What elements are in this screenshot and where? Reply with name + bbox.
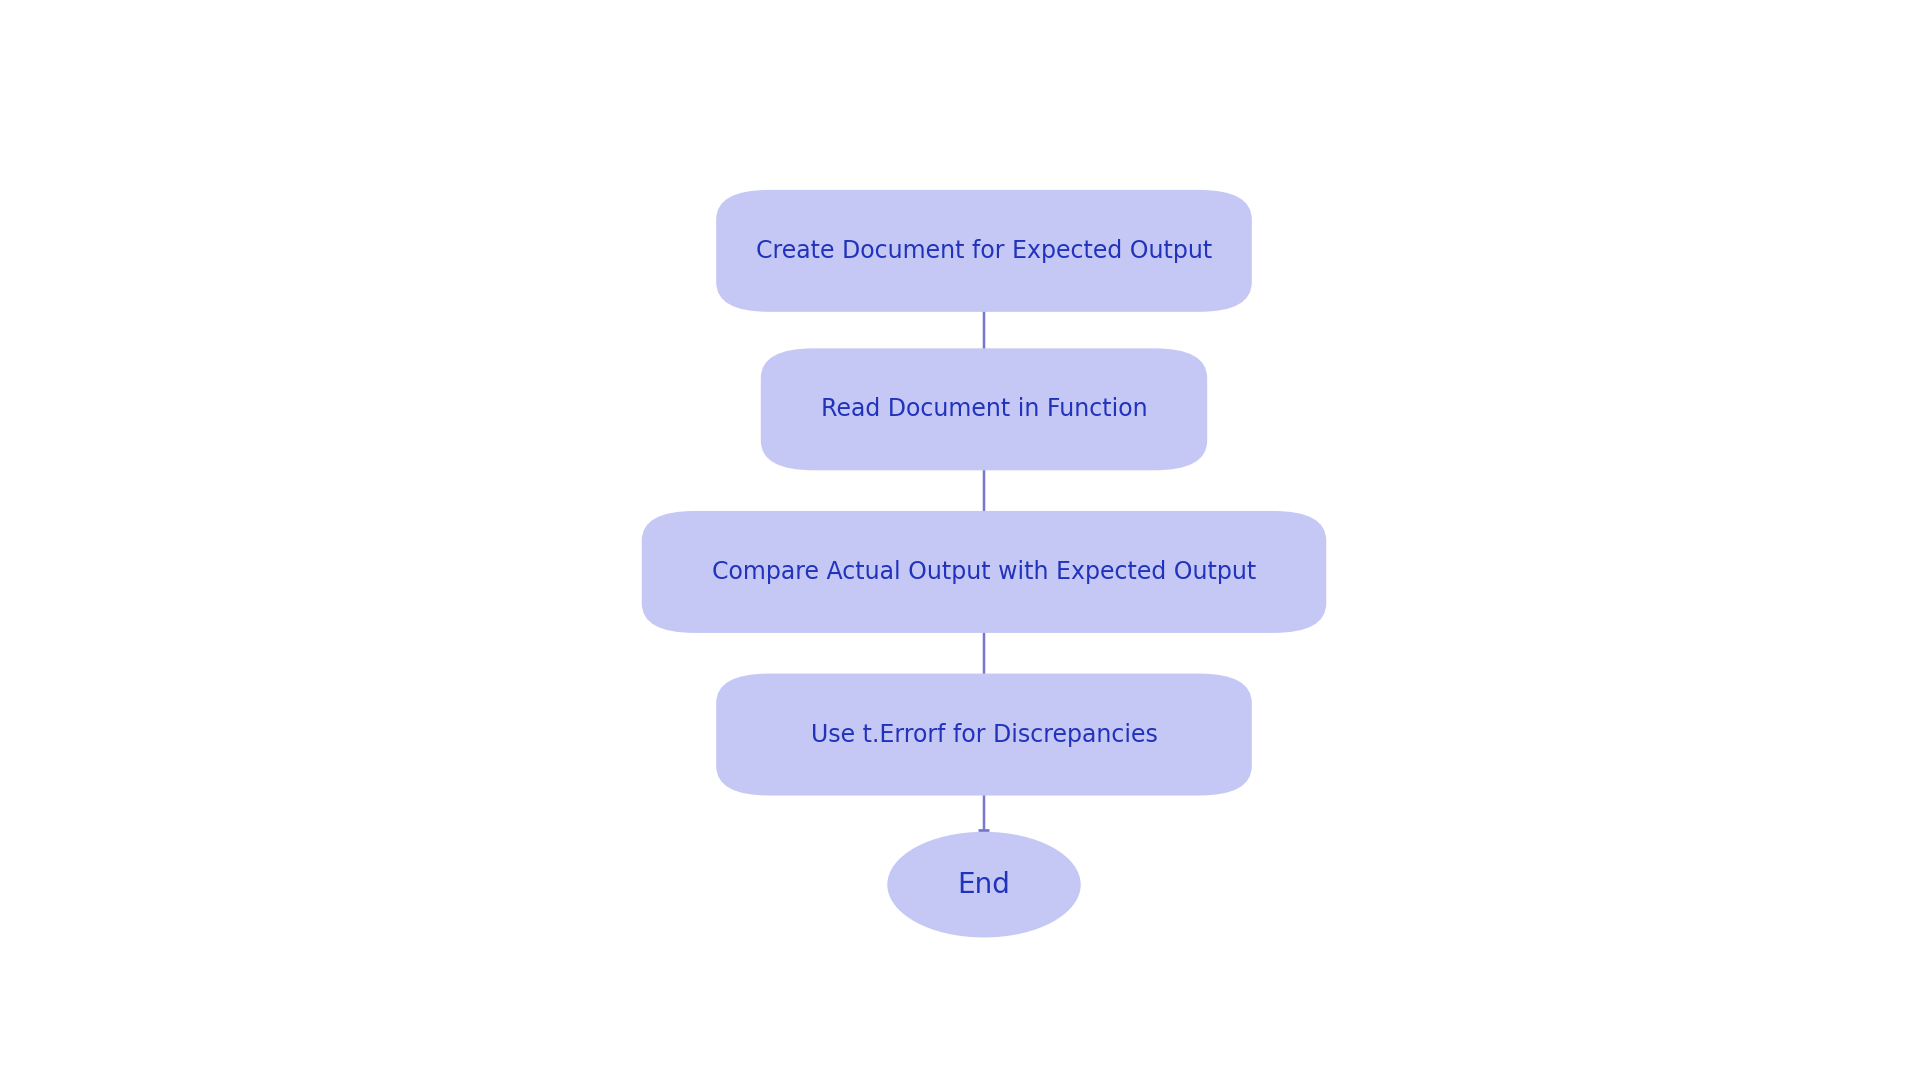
FancyBboxPatch shape — [641, 511, 1327, 632]
FancyBboxPatch shape — [760, 349, 1208, 470]
Text: Read Document in Function: Read Document in Function — [820, 397, 1148, 421]
Text: Use t.Errorf for Discrepancies: Use t.Errorf for Discrepancies — [810, 722, 1158, 746]
FancyBboxPatch shape — [716, 674, 1252, 796]
Text: Compare Actual Output with Expected Output: Compare Actual Output with Expected Outp… — [712, 560, 1256, 584]
Text: End: End — [958, 871, 1010, 899]
Ellipse shape — [887, 832, 1081, 938]
FancyBboxPatch shape — [716, 190, 1252, 312]
Text: Create Document for Expected Output: Create Document for Expected Output — [756, 239, 1212, 263]
